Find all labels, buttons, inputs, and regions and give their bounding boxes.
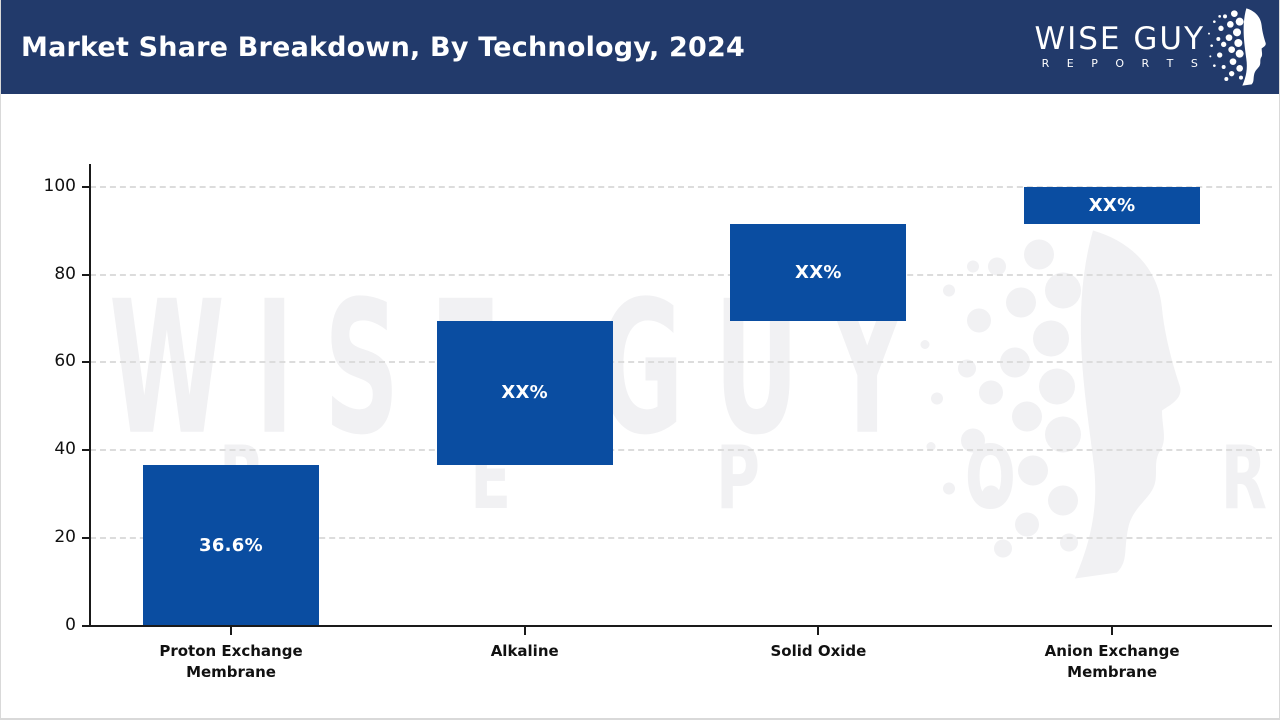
x-tick-mark xyxy=(523,626,526,635)
y-tick-label: 100 xyxy=(43,176,76,196)
gridline-100 xyxy=(90,186,1272,188)
wise-guy-logo: WISE GUY R E P O R T S xyxy=(1034,7,1279,87)
bar-value-label: XX% xyxy=(501,382,549,404)
y-tick-label: 80 xyxy=(54,263,76,284)
gridline-80 xyxy=(90,273,1272,276)
gridline-20 xyxy=(90,536,1272,539)
bar-segment: XX% xyxy=(1024,187,1201,224)
gridline-40 xyxy=(90,449,1272,452)
y-tick-mark xyxy=(82,624,90,627)
y-axis-line xyxy=(89,164,91,627)
y-tick-label: 60 xyxy=(54,351,76,372)
logo-brand-text: WISE GUY xyxy=(1034,21,1205,57)
x-category-label: Anion Exchange Membrane xyxy=(1044,642,1180,681)
x-tick-mark xyxy=(1111,626,1114,635)
x-category-label: Alkaline xyxy=(490,642,559,660)
y-tick-mark xyxy=(82,361,90,364)
y-tick-label: 40 xyxy=(54,439,76,460)
bar-segment: XX% xyxy=(436,320,613,465)
x-tick-mark xyxy=(230,626,232,635)
x-axis-line xyxy=(89,624,1272,627)
bar-value-label: 36.6% xyxy=(199,534,263,556)
bar-segment: XX% xyxy=(730,223,907,321)
x-category-label: Proton Exchange Membrane xyxy=(159,642,303,681)
bar-value-label: XX% xyxy=(795,261,842,283)
gridline-60 xyxy=(90,361,1272,364)
x-tick-mark xyxy=(817,626,820,635)
logo-sub-text: R E P O R T S xyxy=(1041,57,1205,70)
y-tick-label: 20 xyxy=(54,526,76,547)
y-tick-label: 0 xyxy=(65,614,76,635)
bar-value-label: XX% xyxy=(1088,194,1136,216)
header-banner: Market Share Breakdown, By Technology, 2… xyxy=(1,0,1279,94)
x-category-label: Solid Oxide xyxy=(770,642,867,660)
bar-segment: 36.6% xyxy=(143,465,319,626)
y-tick-mark xyxy=(82,536,90,539)
chart-title: Market Share Breakdown, By Technology, 2… xyxy=(21,31,746,63)
logo-text: WISE GUY R E P O R T S xyxy=(1034,23,1205,71)
y-tick-mark xyxy=(82,449,90,452)
y-tick-mark xyxy=(82,186,90,188)
y-tick-mark xyxy=(82,273,90,276)
